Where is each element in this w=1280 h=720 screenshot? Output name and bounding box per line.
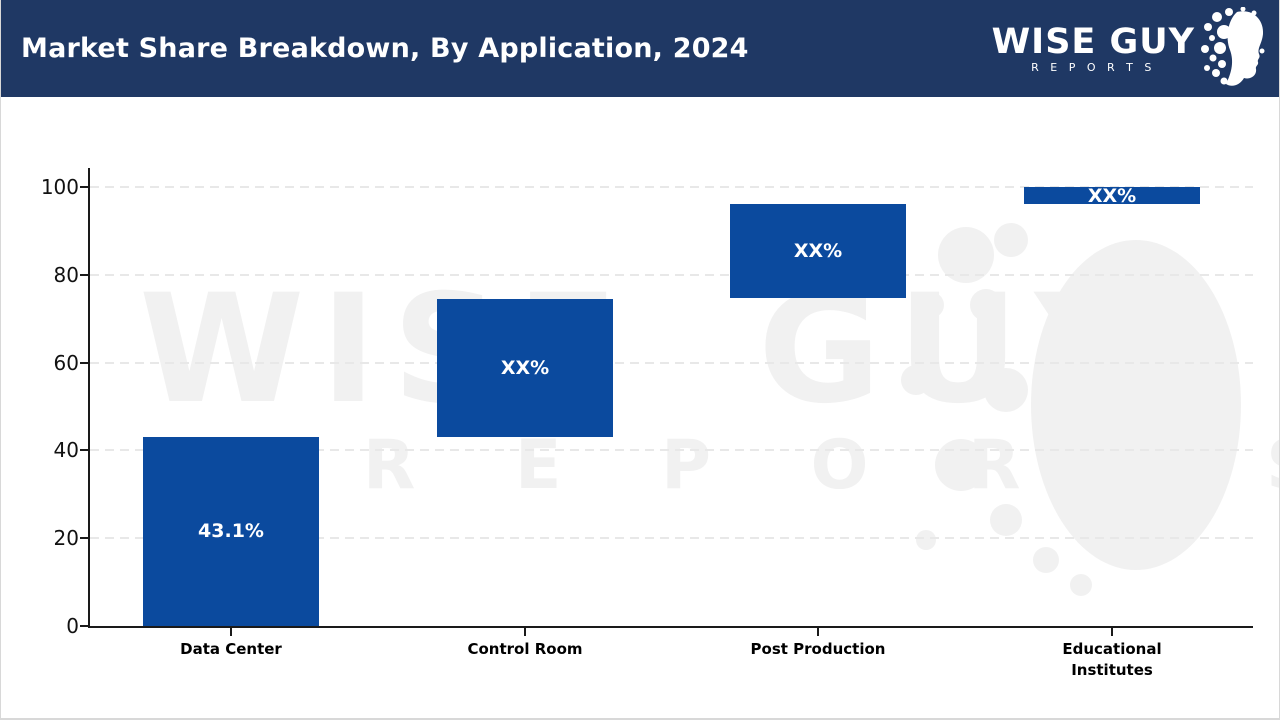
x-category-label-3: Educational Institutes (1062, 640, 1162, 679)
wise-guy-logo: WISE GUY R E P O R T S (992, 6, 1265, 92)
y-tick-label-80: 80 (53, 262, 79, 287)
bar-value-label: XX% (500, 356, 550, 379)
watermark-head-icon (901, 223, 1241, 596)
bar-post-production: XX% (730, 204, 906, 299)
bar-data-center: 43.1% (143, 436, 319, 626)
x-category-label-1: Control Room (467, 640, 583, 658)
header-band: Market Share Breakdown, By Application, … (1, 0, 1279, 97)
y-tick-mark-100 (80, 186, 88, 188)
y-tick-label-20: 20 (53, 526, 79, 551)
gridline-20 (90, 537, 1253, 540)
x-category-label-0: Data Center (180, 640, 282, 658)
x-category-label-2: Post Production (750, 640, 886, 658)
y-tick-label-60: 60 (53, 350, 79, 375)
logo-text: WISE GUY R E P O R T S (991, 21, 1195, 75)
y-tick-mark-20 (80, 537, 88, 540)
y-tick-mark-40 (80, 449, 88, 452)
bar-educational-institutes: XX% (1024, 184, 1200, 207)
x-tick-mark-2 (817, 628, 819, 636)
logo-wordmark: WISE GUY (991, 21, 1195, 62)
x-tick-mark-3 (1111, 628, 1113, 636)
y-tick-label-100: 100 (40, 175, 79, 199)
gridline-40 (90, 449, 1253, 452)
x-tick-mark-1 (524, 628, 526, 636)
bar-value-label: 43.1% (198, 520, 264, 543)
y-tick-mark-60 (80, 361, 88, 364)
y-tick-label-40: 40 (53, 438, 79, 463)
y-tick-mark-0 (80, 625, 88, 627)
page-title: Market Share Breakdown, By Application, … (21, 33, 749, 64)
x-axis-line (88, 626, 1253, 628)
dotted-head-icon (1201, 7, 1265, 86)
gridline-80 (90, 273, 1253, 276)
logo-subtitle: R E P O R T S (1031, 61, 1156, 75)
bar-value-label: XX% (1087, 184, 1137, 207)
y-tick-mark-80 (80, 273, 88, 276)
bar-value-label: XX% (793, 240, 843, 263)
bar-control-room: XX% (437, 298, 613, 437)
y-axis-line (88, 168, 90, 628)
gridline-60 (90, 361, 1253, 364)
x-tick-mark-0 (230, 628, 232, 636)
y-tick-label-0: 0 (66, 614, 79, 638)
gridline-100 (90, 186, 1253, 188)
